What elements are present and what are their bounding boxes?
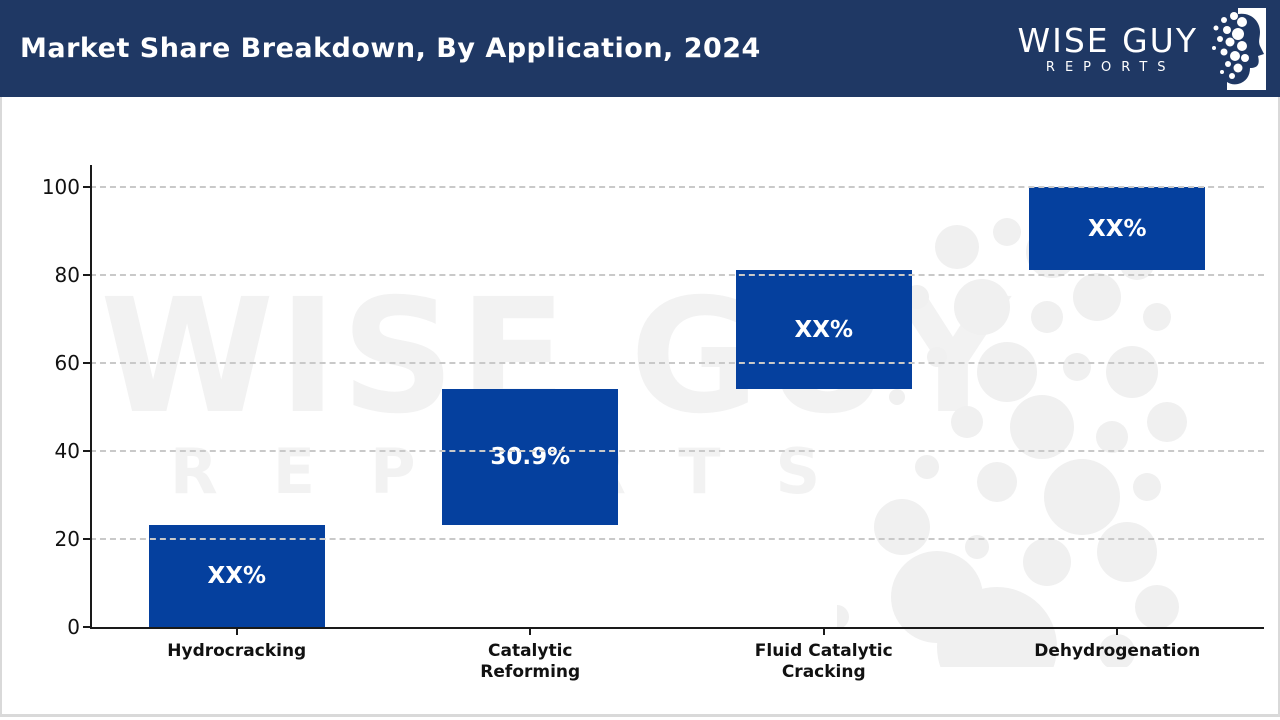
y-axis-tick-80 <box>83 274 90 276</box>
face-dots-icon <box>1212 7 1266 90</box>
gridline-40 <box>90 450 1264 452</box>
brand-name: WISE GUY <box>1017 20 1198 60</box>
bar-value-label: XX% <box>794 316 853 343</box>
x-axis-tick-2 <box>822 627 825 635</box>
gridline-80 <box>90 274 1264 276</box>
y-axis-tick-60 <box>83 362 90 364</box>
bar-fluid-catalytic-cracking: XX% <box>735 270 912 390</box>
y-tick-label-0: 0 <box>67 615 80 639</box>
y-tick-label-20: 20 <box>54 527 80 551</box>
gridline-100 <box>90 186 1264 188</box>
y-tick-label-60: 60 <box>54 351 80 375</box>
bar-dehydrogenation: XX% <box>1029 187 1206 271</box>
bar-value-label: 30.9% <box>490 444 571 471</box>
x-axis <box>90 627 1264 629</box>
brand-subtitle: REPORTS <box>1045 59 1176 75</box>
y-axis <box>90 165 92 629</box>
bar-hydrocracking: XX% <box>148 525 325 627</box>
bar-catalytic-reforming: 30.9% <box>442 389 619 526</box>
x-category-label-2: Fluid Catalytic Cracking <box>754 641 893 682</box>
bar-value-label: XX% <box>1087 215 1147 242</box>
x-category-label-0: Hydrocracking <box>167 641 307 661</box>
x-axis-tick-3 <box>1116 627 1119 635</box>
header: Market Share Breakdown, By Application, … <box>0 0 1280 97</box>
gridline-60 <box>90 362 1264 364</box>
x-axis-tick-0 <box>235 627 238 635</box>
brand-logo-text: WISE GUY REPORTS <box>1017 24 1198 74</box>
y-axis-tick-0 <box>83 626 90 628</box>
x-axis-tick-1 <box>529 627 532 635</box>
y-axis-tick-40 <box>83 450 90 452</box>
page-title: Market Share Breakdown, By Application, … <box>20 33 761 64</box>
y-tick-label-40: 40 <box>54 439 80 463</box>
chart-canvas: WISE GUY REPORTS 020406080100XX%Hydrocra… <box>0 97 1280 717</box>
gridline-20 <box>90 538 1264 540</box>
bar-value-label: XX% <box>207 563 266 590</box>
y-axis-tick-100 <box>83 186 90 188</box>
y-tick-label-100: 100 <box>41 175 80 199</box>
x-category-label-1: Catalytic Reforming <box>480 641 581 682</box>
y-axis-tick-20 <box>83 538 90 540</box>
x-category-label-3: Dehydrogenation <box>1034 641 1201 661</box>
brand-logo: WISE GUY REPORTS <box>1017 7 1266 90</box>
y-tick-label-80: 80 <box>54 263 80 287</box>
